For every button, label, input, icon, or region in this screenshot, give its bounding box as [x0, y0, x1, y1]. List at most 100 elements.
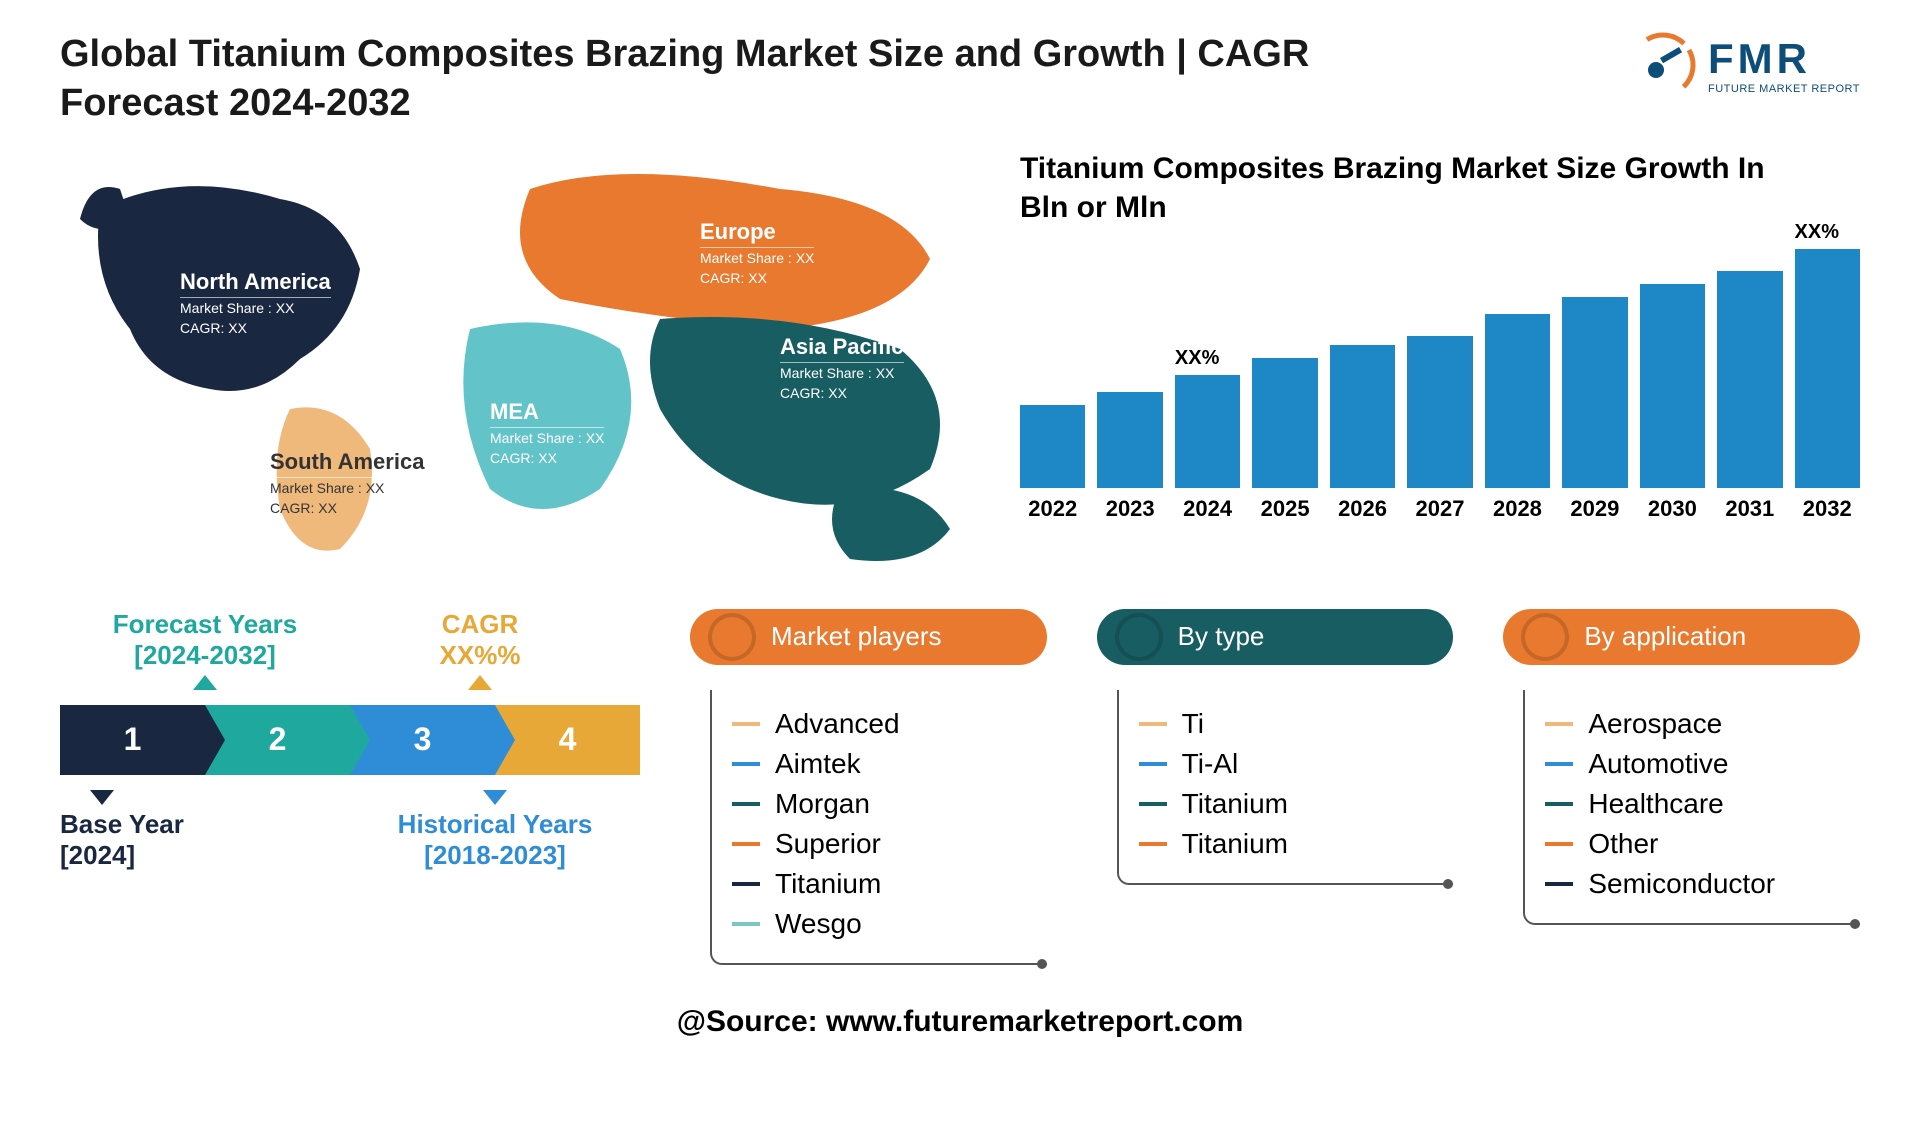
categories: Market players Advanced Aimtek	[690, 609, 1860, 965]
list-item: Advanced	[732, 708, 1027, 740]
dash-icon	[1139, 722, 1167, 726]
item-label: Other	[1588, 828, 1658, 860]
bar-rect	[1097, 392, 1162, 487]
category-title: Market players	[771, 621, 942, 652]
dash-icon	[1545, 882, 1573, 886]
item-label: Healthcare	[1588, 788, 1723, 820]
region-name: Asia Pacific	[780, 334, 904, 360]
page-title: Global Titanium Composites Brazing Marke…	[60, 30, 1460, 129]
category-title: By application	[1584, 621, 1746, 652]
bar-2024: XX% 2024	[1175, 375, 1240, 522]
base-year-label: Base Year [2024]	[60, 790, 350, 871]
region-cagr: CAGR: XX	[180, 318, 331, 336]
bar-year-label: 2025	[1261, 496, 1310, 522]
triangle-up-icon	[468, 675, 492, 690]
category-list: Aerospace Automotive Healthcare Other	[1523, 690, 1860, 925]
bar-2030: 2030	[1640, 284, 1705, 522]
forecast-years-label: Forecast Years [2024-2032]	[60, 609, 350, 690]
historical-years-label: Historical Years [2018-2023]	[350, 790, 640, 871]
region-cagr: CAGR: XX	[700, 268, 814, 286]
list-item: Morgan	[732, 788, 1027, 820]
list-item: Superior	[732, 828, 1027, 860]
list-item: Aimtek	[732, 748, 1027, 780]
chart-title: Titanium Composites Brazing Market Size …	[1020, 149, 1860, 227]
triangle-down-icon	[483, 790, 507, 805]
dash-icon	[1545, 762, 1573, 766]
bar-rect	[1485, 314, 1550, 487]
bar-year-label: 2023	[1106, 496, 1155, 522]
list-item: Wesgo	[732, 908, 1027, 940]
bar-2028: 2028	[1485, 314, 1550, 521]
bar-year-label: 2027	[1416, 496, 1465, 522]
region-name: South America	[270, 449, 424, 475]
item-label: Superior	[775, 828, 881, 860]
growth-chart: Titanium Composites Brazing Market Size …	[1020, 149, 1860, 569]
item-label: Wesgo	[775, 908, 862, 940]
dash-icon	[732, 762, 760, 766]
item-label: Morgan	[775, 788, 870, 820]
dash-icon	[1545, 802, 1573, 806]
category-header: By type	[1097, 609, 1454, 665]
bar-rect	[1640, 284, 1705, 488]
map-region-mea: MEA Market Share : XX CAGR: XX	[490, 399, 604, 466]
bar-rect	[1717, 271, 1782, 488]
bar-rect	[1330, 345, 1395, 488]
bar-year-label: 2026	[1338, 496, 1387, 522]
dash-icon	[1545, 722, 1573, 726]
item-label: Advanced	[775, 708, 900, 740]
dash-icon	[732, 882, 760, 886]
dot-icon	[1115, 613, 1163, 661]
dash-icon	[732, 802, 760, 806]
category-list: Advanced Aimtek Morgan Superior	[710, 690, 1047, 965]
map-region-ap: Asia Pacific Market Share : XX CAGR: XX	[780, 334, 904, 401]
dash-icon	[732, 842, 760, 846]
spyglass-icon	[1628, 30, 1698, 100]
region-share: Market Share : XX	[490, 427, 604, 446]
bar-year-label: 2030	[1648, 496, 1697, 522]
dash-icon	[1139, 802, 1167, 806]
timeline-segment-4: 4	[495, 705, 640, 775]
logo-subtitle: FUTURE MARKET REPORT	[1708, 83, 1860, 95]
region-cagr: CAGR: XX	[780, 383, 904, 401]
bar-2023: 2023	[1097, 392, 1162, 521]
forecast-text: Forecast Years	[113, 609, 298, 640]
list-item: Titanium	[1139, 788, 1434, 820]
region-name: MEA	[490, 399, 604, 425]
cagr-text: CAGR	[442, 609, 519, 640]
category-title: By type	[1178, 621, 1265, 652]
list-item: Titanium	[1139, 828, 1434, 860]
item-label: Automotive	[1588, 748, 1728, 780]
source-attribution: @Source: www.futuremarketreport.com	[60, 1005, 1860, 1039]
bar-rect	[1020, 405, 1085, 487]
list-item: Ti-Al	[1139, 748, 1434, 780]
historical-text: Historical Years	[350, 809, 640, 840]
bar-year-label: 2028	[1493, 496, 1542, 522]
forecast-range: [2024-2032]	[134, 640, 276, 671]
dash-icon	[732, 722, 760, 726]
bar-2027: 2027	[1407, 336, 1472, 522]
bar-2026: 2026	[1330, 345, 1395, 522]
region-cagr: CAGR: XX	[490, 448, 604, 466]
item-label: Ti	[1182, 708, 1204, 740]
bar-year-label: 2029	[1570, 496, 1619, 522]
bar-chart: 2022 2023 XX% 2024 2025	[1020, 242, 1860, 522]
world-map: North America Market Share : XX CAGR: XX…	[60, 149, 980, 569]
base-text: Base Year	[60, 809, 350, 840]
category-by-application: By application Aerospace Automotive	[1503, 609, 1860, 965]
bar-rect	[1252, 358, 1317, 488]
bar-2029: 2029	[1562, 297, 1627, 522]
bar-year-label: 2024	[1183, 496, 1232, 522]
triangle-down-icon	[90, 790, 114, 805]
historical-range: [2018-2023]	[350, 840, 640, 871]
dash-icon	[1139, 842, 1167, 846]
logo-text: FMR FUTURE MARKET REPORT	[1708, 35, 1860, 95]
bar-rect	[1407, 336, 1472, 488]
bar-rect: XX%	[1795, 249, 1860, 487]
list-item: Aerospace	[1545, 708, 1840, 740]
triangle-up-icon	[193, 675, 217, 690]
list-item: Ti	[1139, 708, 1434, 740]
bottom-section: Forecast Years [2024-2032] CAGR XX%% 123…	[60, 609, 1860, 965]
header: Global Titanium Composites Brazing Marke…	[60, 30, 1860, 129]
item-label: Aerospace	[1588, 708, 1722, 740]
timeline-segment-1: 1	[60, 705, 205, 775]
